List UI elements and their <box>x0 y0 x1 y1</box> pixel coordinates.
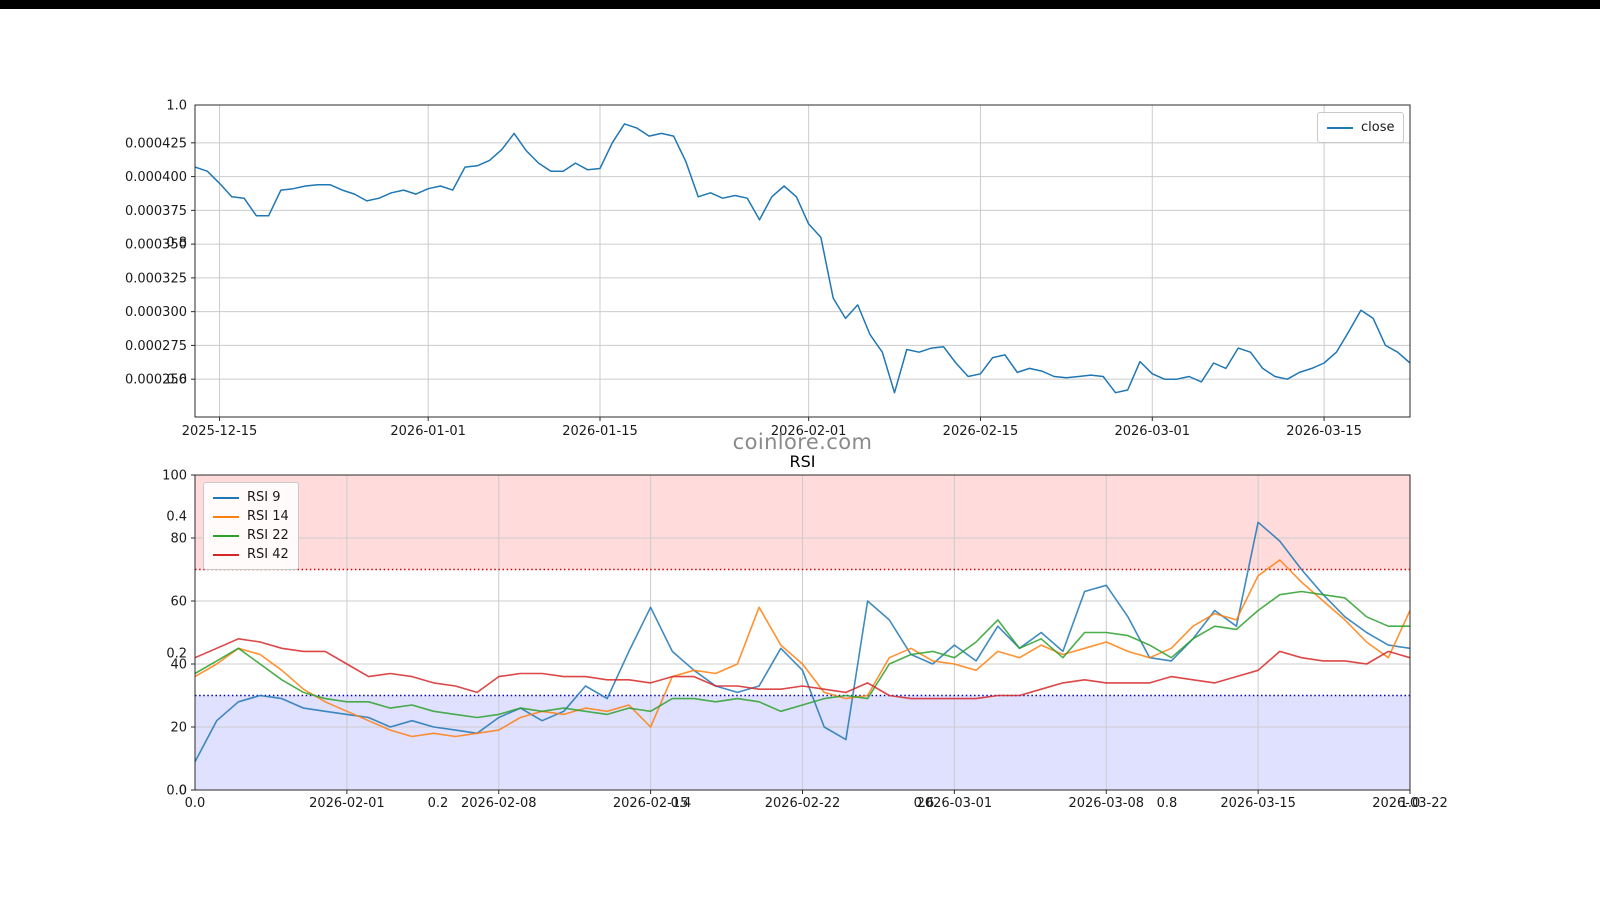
rsi-x-tick-label: 2026-02-22 <box>765 796 841 811</box>
legend-item-close: close <box>1327 118 1394 137</box>
rsi-y-tick-label: 0 <box>179 784 187 799</box>
legend-rsi: RSI 9 RSI 14 RSI 22 RSI 42 <box>203 482 299 570</box>
price-y-tick-label: 0.000275 <box>125 339 187 354</box>
legend-close: close <box>1317 112 1405 143</box>
price-y-tick-label: 0.000350 <box>125 238 187 253</box>
rsi-x-tick-label: 2026-03-22 <box>1372 796 1448 811</box>
price-x-tick-label: 2026-01-15 <box>562 424 638 439</box>
overlay-x-tick-label: 0.4 <box>671 796 692 811</box>
rsi-9-series-line <box>194 521 1411 763</box>
overlay-y-tick-label: 0.6 <box>166 373 187 388</box>
rsi-x-tick-label: 2026-03-15 <box>1220 796 1296 811</box>
price-y-tick-label: 0.000425 <box>125 136 187 151</box>
overlay-x-tick-label: 0.0 <box>185 796 206 811</box>
price-x-tick-label: 2026-01-01 <box>390 424 466 439</box>
price-y-tick-label: 0.000300 <box>125 305 187 320</box>
legend-line-sample <box>1327 126 1353 129</box>
rsi-42-series-line <box>194 637 1411 700</box>
legend-line-sample <box>213 496 239 499</box>
legend-label: close <box>1361 120 1395 135</box>
overlay-y-tick-label: 0.0 <box>166 784 187 799</box>
legend-label: RSI 22 <box>247 528 289 543</box>
price-y-tick-label: 0.000375 <box>125 204 187 219</box>
top-strip <box>0 0 1600 9</box>
overlay-y-tick-label: 0.8 <box>166 236 187 251</box>
overlay-x-tick-label: 1.0 <box>1400 796 1421 811</box>
legend-item-rsi-42: RSI 42 <box>213 545 289 564</box>
rsi-y-tick-label: 80 <box>170 532 187 547</box>
legend-line-sample <box>213 515 239 518</box>
rsi-x-tick-label: 2026-02-08 <box>461 796 537 811</box>
rsi-subplot-title: RSI <box>789 452 816 471</box>
rsi-x-tick-label: 2026-03-08 <box>1068 796 1144 811</box>
rsi-x-tick-label: 2026-02-15 <box>613 796 689 811</box>
legend-item-rsi-9: RSI 9 <box>213 488 289 507</box>
legend-item-rsi-14: RSI 14 <box>213 507 289 526</box>
price-x-tick-label: 2026-03-01 <box>1114 424 1190 439</box>
overlay-y-tick-label: 1.0 <box>166 99 187 114</box>
rsi-y-tick-label: 60 <box>170 595 187 610</box>
legend-label: RSI 42 <box>247 547 289 562</box>
price-plot-border <box>194 104 1411 418</box>
overlay-y-tick-label: 0.2 <box>166 647 187 662</box>
price-y-tick-label: 0.000400 <box>125 170 187 185</box>
legend-label: RSI 9 <box>247 490 281 505</box>
price-x-tick-label: 2025-12-15 <box>182 424 258 439</box>
legend-item-rsi-22: RSI 22 <box>213 526 289 545</box>
rsi-x-tick-label: 2026-02-01 <box>309 796 385 811</box>
legend-line-sample <box>213 553 239 556</box>
watermark: coinlore.com <box>732 430 873 454</box>
rsi-y-tick-label: 100 <box>162 469 187 484</box>
rsi-y-tick-label: 20 <box>170 721 187 736</box>
close-series-line <box>194 123 1411 394</box>
rsi-22-series-line <box>194 590 1410 719</box>
overlay-x-tick-label: 0.8 <box>1157 796 1178 811</box>
price-y-tick-label: 0.000250 <box>125 373 187 388</box>
rsi-y-tick-label: 40 <box>170 658 187 673</box>
overlay-x-tick-label: 0.2 <box>428 796 449 811</box>
price-y-tick-label: 0.000325 <box>125 271 187 286</box>
overlay-y-tick-label: 0.4 <box>166 510 187 525</box>
price-x-tick-label: 2026-03-15 <box>1286 424 1362 439</box>
rsi-14-series-line <box>194 559 1411 738</box>
price-x-tick-label: 2026-02-15 <box>943 424 1019 439</box>
overlay-x-tick-label: 0.6 <box>914 796 935 811</box>
rsi-x-tick-label: 2026-03-01 <box>917 796 993 811</box>
price-x-tick-label: 2026-02-01 <box>771 424 847 439</box>
legend-line-sample <box>213 534 239 537</box>
legend-label: RSI 14 <box>247 509 289 524</box>
